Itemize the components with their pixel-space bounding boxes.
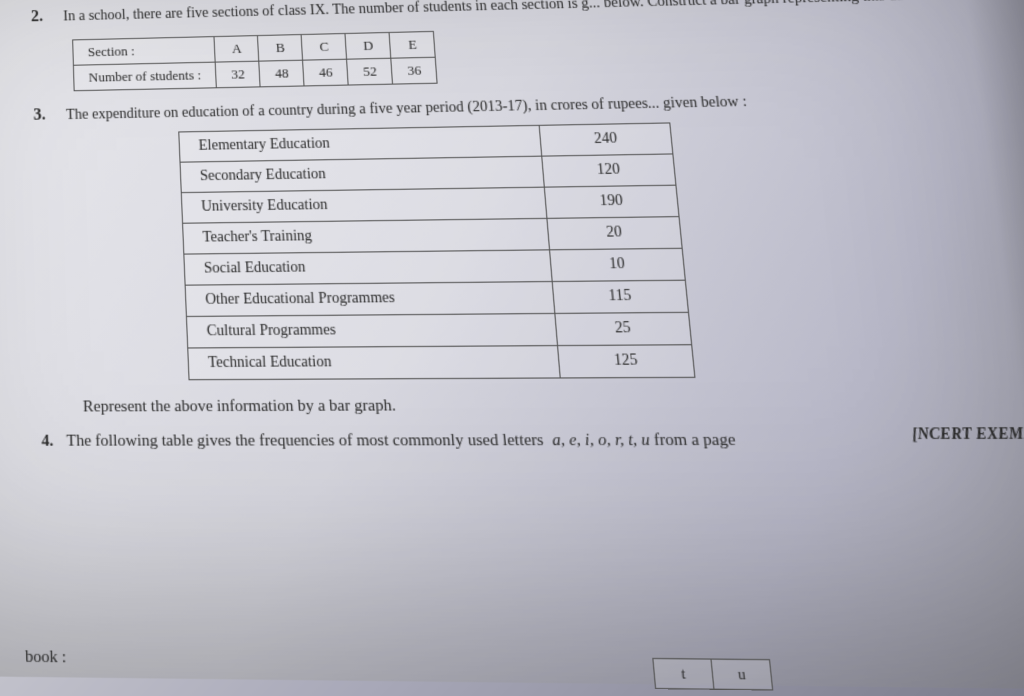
cell: 240 bbox=[539, 123, 673, 156]
textbook-page: 2. In a school, there are five sections … bbox=[0, 0, 1024, 691]
cell: t bbox=[653, 658, 714, 689]
cell: 120 bbox=[542, 154, 676, 187]
question-2: 2. In a school, there are five sections … bbox=[31, 0, 1024, 28]
cell: 25 bbox=[555, 313, 692, 346]
cell: Section : bbox=[73, 36, 216, 65]
question-3: 3. The expenditure on education of a cou… bbox=[33, 85, 1024, 126]
cell: 32 bbox=[216, 61, 261, 88]
cell: D bbox=[345, 32, 391, 59]
cell: 125 bbox=[558, 345, 695, 378]
q4-suffix: from a page bbox=[653, 431, 736, 449]
q4-letters: a, e, i, o, r, t, u bbox=[551, 432, 650, 450]
cell: Cultural Programmes bbox=[186, 314, 557, 349]
cell: Number of students : bbox=[73, 62, 216, 91]
cell: 52 bbox=[347, 58, 393, 85]
q2-text: In a school, there are five sections of … bbox=[63, 0, 1024, 27]
q4-number: 4. bbox=[41, 433, 63, 452]
cell: B bbox=[258, 34, 303, 61]
question-4: 4. The following table gives the frequen… bbox=[41, 431, 1024, 452]
cell: Other Educational Programmes bbox=[185, 282, 555, 317]
ncert-exemplar-label: [NCERT EXEMPLAR] bbox=[911, 426, 1024, 445]
cell: u bbox=[711, 659, 773, 690]
table-row: Technical Education125 bbox=[188, 345, 695, 380]
cell: Social Education bbox=[184, 250, 552, 285]
cell: 10 bbox=[550, 248, 686, 281]
cell: A bbox=[214, 35, 259, 62]
cell: C bbox=[302, 33, 347, 60]
q2-number: 2. bbox=[31, 8, 60, 27]
sections-table: Section : A B C D E Number of students :… bbox=[72, 30, 438, 90]
table-row: Cultural Programmes25 bbox=[186, 313, 691, 349]
q3-number: 3. bbox=[33, 105, 62, 124]
cell: Teacher's Training bbox=[183, 219, 550, 255]
book-cutoff-text: book : bbox=[25, 648, 67, 668]
cell: 36 bbox=[391, 57, 437, 84]
cell: E bbox=[389, 31, 435, 58]
table-row: Social Education10 bbox=[184, 248, 685, 285]
letters-table-partial: t u bbox=[652, 658, 773, 691]
cell: Technical Education bbox=[188, 346, 561, 380]
cell: University Education bbox=[181, 187, 547, 223]
expenditure-table: Elementary Education240 Secondary Educat… bbox=[178, 123, 695, 381]
cell: 190 bbox=[544, 185, 679, 218]
q3-text: The expenditure on education of a countr… bbox=[66, 85, 1024, 125]
cell: 115 bbox=[552, 280, 688, 313]
cell: 46 bbox=[303, 59, 349, 86]
table-row: Other Educational Programmes115 bbox=[185, 280, 688, 316]
q4-text: The following table gives the frequencie… bbox=[66, 432, 544, 451]
represent-instruction: Represent the above information by a bar… bbox=[83, 395, 1024, 418]
table-row: t u bbox=[653, 658, 773, 689]
cell: 48 bbox=[259, 60, 304, 87]
cell: 20 bbox=[547, 217, 682, 250]
